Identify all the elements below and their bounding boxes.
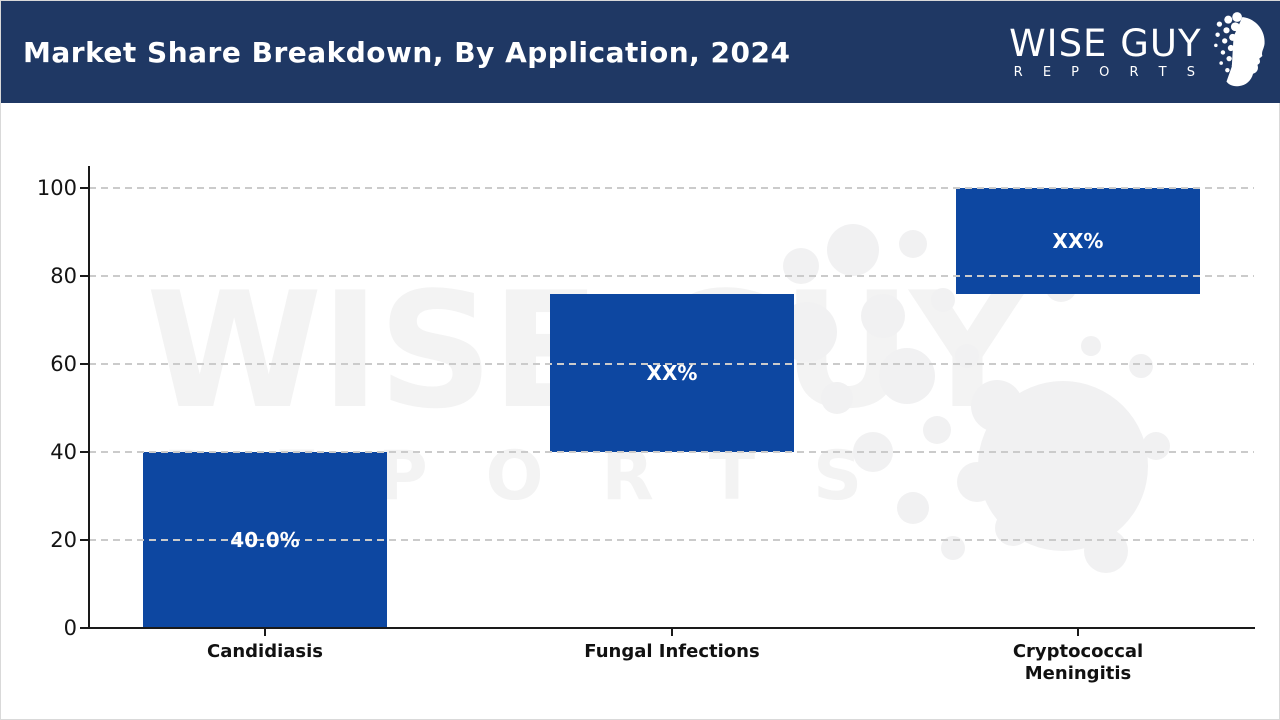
brand-logo: WISE GUY R E P O R T S (1008, 1, 1269, 103)
x-tick-mark (264, 628, 266, 636)
y-tick-label: 100 (36, 176, 77, 200)
y-tick-label: 60 (50, 352, 77, 376)
bar-value-label-cryptococcal-meningitis: XX% (1052, 228, 1104, 253)
x-tick-label-cryptococcal-meningitis: Cryptococcal Meningitis (1012, 641, 1144, 684)
y-tick-label: 20 (50, 528, 77, 552)
y-tick-label: 0 (63, 616, 77, 640)
x-tick-label-fungal-infections: Fungal Infections (584, 641, 760, 662)
y-tick-mark (80, 363, 88, 365)
y-tick-mark (80, 627, 88, 629)
y-tick-mark (80, 275, 88, 277)
y-tick-mark (80, 451, 88, 453)
x-tick-mark (671, 628, 673, 636)
y-axis (88, 166, 90, 629)
x-tick-label-candidiasis: Candidiasis (206, 641, 324, 662)
logo-face-icon (1214, 12, 1265, 87)
chart-title: Market Share Breakdown, By Application, … (23, 35, 791, 69)
y-tick-mark (80, 187, 88, 189)
header-bar: Market Share Breakdown, By Application, … (1, 1, 1280, 103)
x-tick-mark (1077, 628, 1079, 636)
logo-wordmark: WISE GUY (1009, 22, 1202, 65)
bar-fungal-infections (550, 293, 794, 452)
y-tick-label: 80 (50, 264, 77, 288)
y-tick-label: 40 (50, 440, 77, 464)
y-tick-mark (80, 539, 88, 541)
logo-subtext: R E P O R T S (1013, 65, 1203, 80)
